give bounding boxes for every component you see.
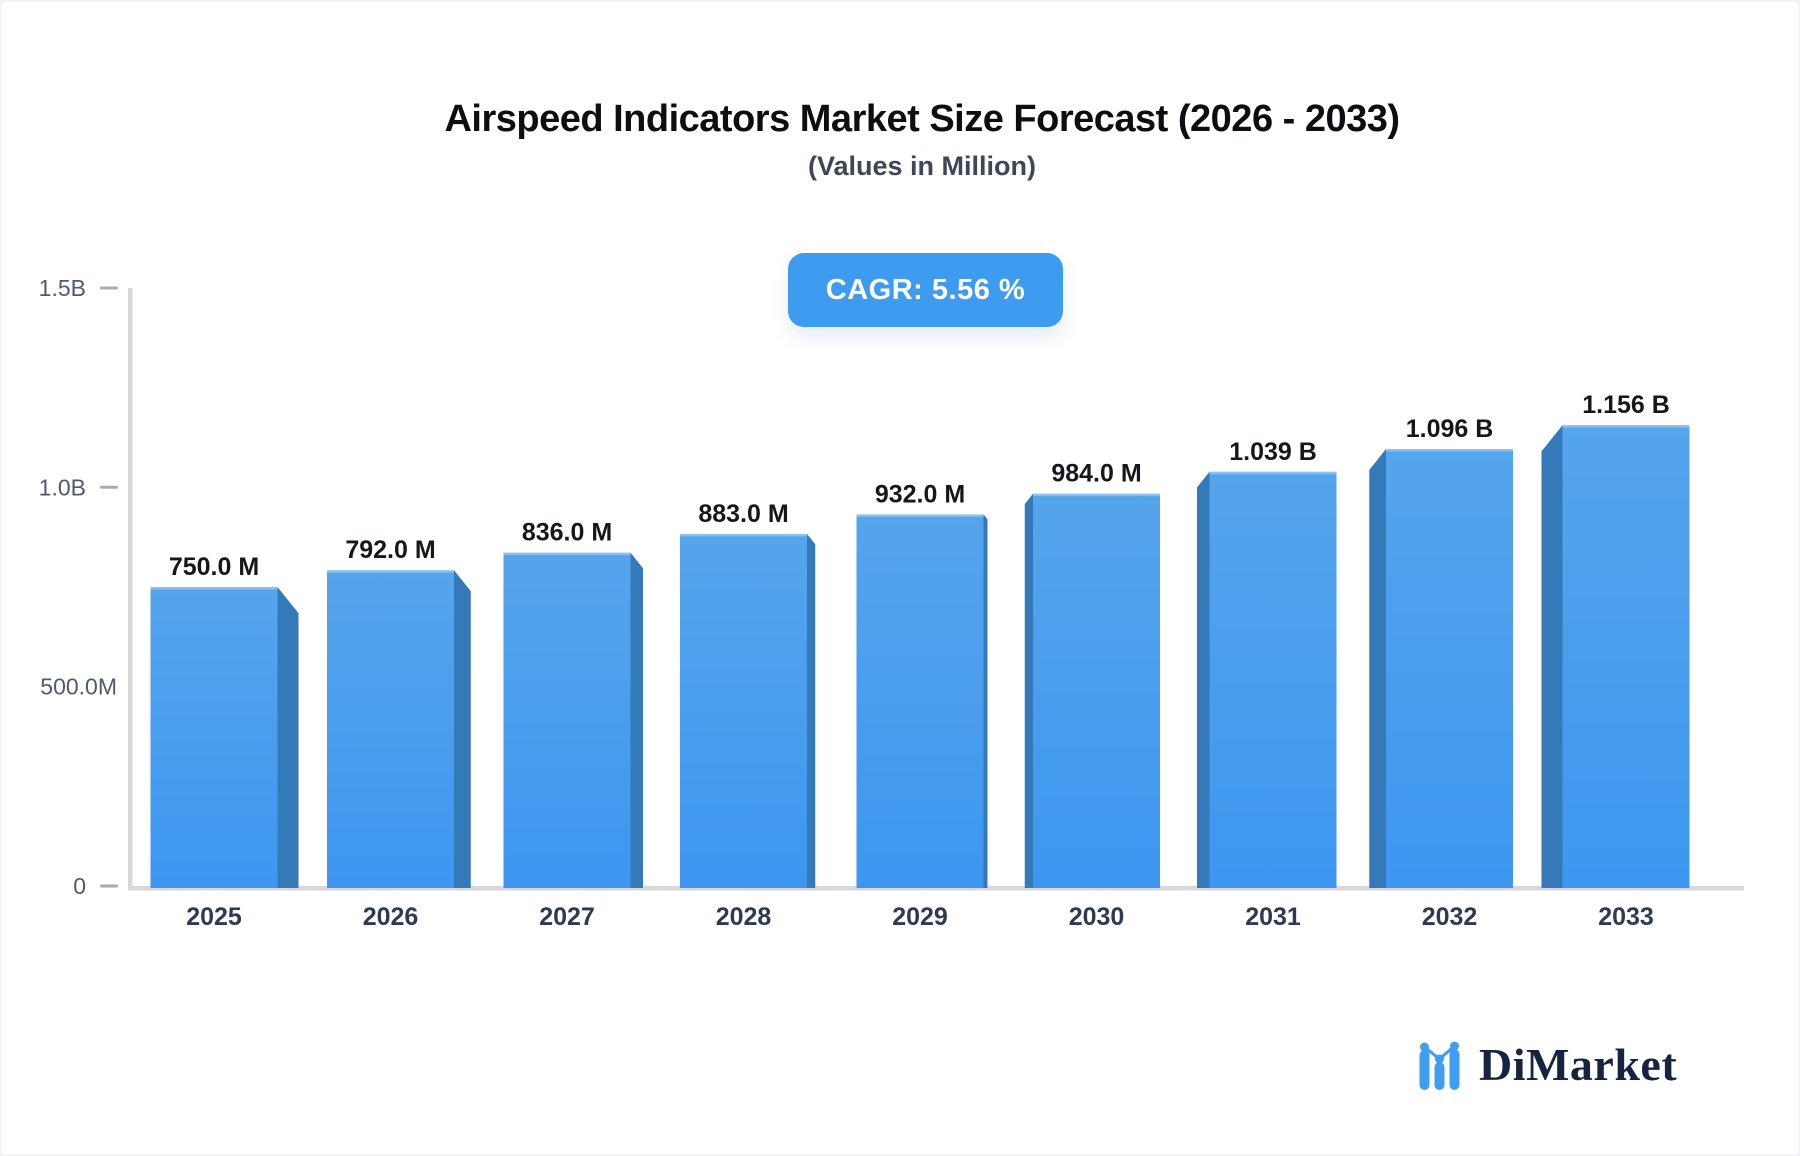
y-axis-tick: [100, 286, 118, 290]
bar-side-face: [1541, 425, 1563, 888]
y-axis-tick-label: 500.0M: [40, 674, 117, 700]
bar-value-label: 1.156 B: [1582, 391, 1670, 419]
bar-2025[interactable]: [150, 586, 299, 888]
bar-value-label: 836.0 M: [522, 519, 612, 547]
bar-2026[interactable]: [327, 570, 471, 888]
chart-header: Airspeed Indicators Market Size Forecast…: [22, 98, 1800, 182]
axes: 0 500.0M 1.0B 1.5B: [39, 275, 1744, 899]
bar-top-highlight: [1386, 449, 1513, 452]
bar-side-face: [630, 552, 643, 888]
bar-2027[interactable]: [503, 552, 644, 888]
x-axis-label: 2030: [1069, 903, 1125, 931]
bar-side-face: [1369, 449, 1386, 888]
bar-top-highlight: [856, 514, 984, 517]
bar-2029[interactable]: [856, 514, 988, 888]
bar-front-face: [1386, 449, 1513, 888]
bar-side-face: [1024, 493, 1033, 888]
bar-2030[interactable]: [1024, 493, 1160, 888]
bar-value-label: 792.0 M: [345, 536, 435, 564]
bar-2032[interactable]: [1369, 449, 1513, 888]
bar-side-face: [277, 586, 299, 888]
bar-front-face: [150, 586, 278, 888]
bar-front-face: [503, 552, 631, 888]
bar-top-highlight: [1209, 471, 1337, 475]
bar-front-face: [856, 514, 984, 888]
x-axis-label: 2032: [1422, 903, 1478, 931]
labels: 750.0 M 2025 792.0 M 2026 836.0 M 2027 883.0 M…: [169, 391, 1670, 931]
y-axis-tick: [100, 884, 118, 888]
bar-top-highlight: [1033, 493, 1160, 497]
bar-front-face: [680, 533, 807, 888]
x-axis-label: 2027: [539, 903, 595, 931]
y-axis-tick-label: 0: [73, 873, 86, 899]
bar-front-face: [327, 570, 454, 888]
bar-side-face: [1197, 471, 1210, 888]
bar-front-face: [1209, 471, 1337, 888]
bar-value-label: 932.0 M: [875, 480, 965, 508]
x-axis-label: 2028: [716, 903, 772, 931]
bar-value-label: 750.0 M: [169, 553, 259, 581]
cagr-badge: CAGR: 5.56 %: [788, 253, 1063, 327]
bar-top-highlight: [150, 586, 278, 590]
y-axis-tick-label: 1.0B: [39, 474, 86, 500]
y-axis-tick-label: 1.5B: [39, 275, 86, 301]
y-axis-line: [128, 287, 133, 890]
bar-value-label: 883.0 M: [698, 500, 788, 528]
x-axis-line: [128, 886, 1744, 891]
bar-2028[interactable]: [680, 533, 816, 888]
chart-subtitle: (Values in Million): [807, 151, 1037, 181]
bar-line-chart-icon: [1419, 1041, 1460, 1090]
bar-top-highlight: [1562, 425, 1690, 428]
chart-title: Airspeed Indicators Market Size Forecast…: [444, 98, 1400, 140]
bar-front-face: [1562, 425, 1690, 888]
bar-side-face: [983, 514, 988, 888]
brand-logo: DiMarket: [1416, 1038, 1677, 1091]
bar-top-highlight: [503, 552, 631, 556]
bar-2031[interactable]: [1197, 471, 1337, 888]
x-axis-label: 2031: [1245, 903, 1301, 931]
bar-side-face: [807, 533, 816, 888]
x-axis-label: 2029: [892, 903, 948, 931]
x-axis-label: 2026: [363, 903, 419, 931]
bar-value-label: 984.0 M: [1051, 460, 1141, 488]
x-axis-label: 2025: [186, 903, 242, 931]
bar-2033[interactable]: [1541, 425, 1690, 888]
bar-front-face: [1033, 493, 1160, 888]
bar-side-face: [454, 570, 471, 888]
brand-name: DiMarket: [1479, 1039, 1678, 1090]
x-axis-label: 2033: [1598, 903, 1654, 931]
bar-top-highlight: [327, 570, 454, 573]
bar-value-label: 1.039 B: [1229, 438, 1317, 466]
bars: [150, 425, 1690, 888]
bar-value-label: 1.096 B: [1406, 415, 1494, 443]
y-axis-tick: [100, 485, 118, 489]
bar-top-highlight: [680, 533, 807, 537]
